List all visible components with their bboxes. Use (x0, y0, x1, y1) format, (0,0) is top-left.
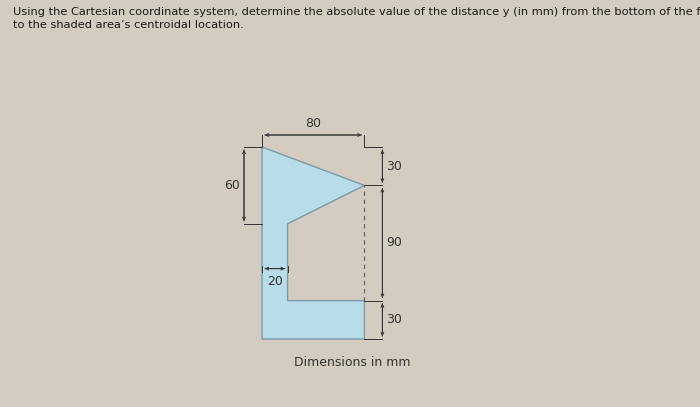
Text: Dimensions in mm: Dimensions in mm (294, 355, 410, 368)
Text: 30: 30 (386, 160, 402, 173)
Text: 20: 20 (267, 275, 283, 288)
Text: 90: 90 (386, 236, 402, 249)
Text: to the shaded area’s centroidal location.: to the shaded area’s centroidal location… (13, 20, 244, 30)
Text: 60: 60 (224, 179, 240, 192)
Polygon shape (262, 147, 365, 339)
Text: 80: 80 (305, 117, 321, 130)
Text: 30: 30 (386, 313, 402, 326)
Text: Using the Cartesian coordinate system, determine the absolute value of the dista: Using the Cartesian coordinate system, d… (13, 7, 700, 17)
